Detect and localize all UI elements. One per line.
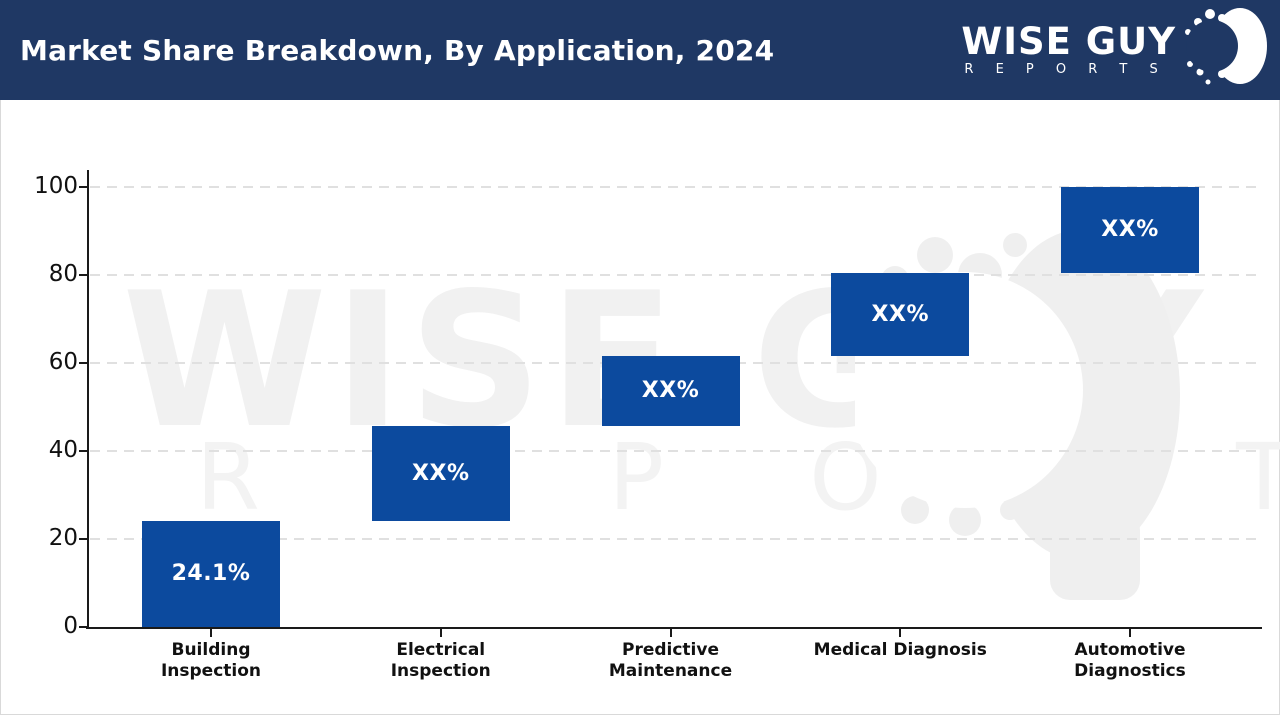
x-tick-mark [210, 629, 212, 637]
bar-electrical-inspection: XX% [371, 425, 510, 521]
x-category-label-line: Predictive [621, 640, 719, 660]
y-grid-line [90, 186, 1262, 188]
bar-value-label: XX% [641, 378, 700, 404]
x-category-label-line: Inspection [160, 661, 262, 681]
logo-text: WISE GUY R E P O R T S [961, 19, 1176, 77]
y-axis-line [87, 170, 89, 629]
y-tick-mark [79, 274, 88, 276]
wise-guy-reports-logo: WISE GUY R E P O R T S [961, 2, 1280, 98]
y-tick-label: 40 [48, 437, 78, 463]
bar-value-label: XX% [412, 460, 470, 486]
x-category-label: Medical Diagnosis [780, 640, 1020, 661]
x-category-label-line: Inspection [390, 661, 491, 681]
x-axis-line [86, 627, 1262, 629]
chart-title: Market Share Breakdown, By Application, … [20, 33, 775, 67]
y-tick-label: 80 [48, 261, 78, 287]
y-tick-label: 100 [34, 173, 78, 199]
y-tick-mark [79, 362, 88, 364]
bar-value-label: XX% [871, 301, 929, 327]
x-category-label-line: Electrical [396, 640, 486, 660]
x-category-label-line: Building [171, 640, 251, 660]
bar-predictive-maintenance: XX% [601, 355, 740, 426]
y-tick-label: 60 [48, 349, 78, 375]
x-category-label-line: Automotive [1074, 640, 1186, 660]
bar-value-label: XX% [1101, 217, 1159, 243]
bar-automotive-diagnostics: XX% [1061, 187, 1199, 273]
y-tick-mark [79, 538, 88, 540]
x-category-label: Building Inspection [91, 640, 331, 682]
x-category-label-line: Maintenance [608, 661, 733, 681]
y-grid-line [90, 538, 1262, 540]
y-tick-label: 0 [63, 613, 78, 639]
y-grid-line [90, 274, 1262, 276]
x-category-label: Automotive Diagnostics [1010, 640, 1250, 682]
x-tick-mark [439, 629, 442, 637]
bar-medical-diagnosis: XX% [831, 272, 970, 356]
head-profile-dots-icon [1178, 2, 1270, 98]
x-tick-mark [669, 629, 672, 637]
x-tick-mark [899, 629, 902, 637]
x-category-label: Predictive Maintenance [551, 640, 791, 682]
header-band: Market Share Breakdown, By Application, … [0, 0, 1280, 100]
x-category-label-line: Diagnostics [1074, 661, 1186, 681]
x-category-label: Electrical Inspection [321, 640, 561, 682]
bar-building-inspection: 24.1% [142, 520, 280, 627]
x-tick-mark [1129, 629, 1131, 637]
logo-subtitle: R E P O R T S [964, 61, 1167, 77]
y-tick-mark [79, 186, 88, 188]
y-tick-label: 20 [48, 525, 78, 551]
y-tick-mark [79, 450, 88, 452]
logo-wordmark: WISE GUY [961, 19, 1176, 63]
y-tick-mark [79, 626, 88, 628]
x-category-label-line: Medical Diagnosis [813, 640, 987, 660]
bar-value-label: 24.1% [171, 561, 251, 587]
y-grid-line [90, 450, 1262, 452]
